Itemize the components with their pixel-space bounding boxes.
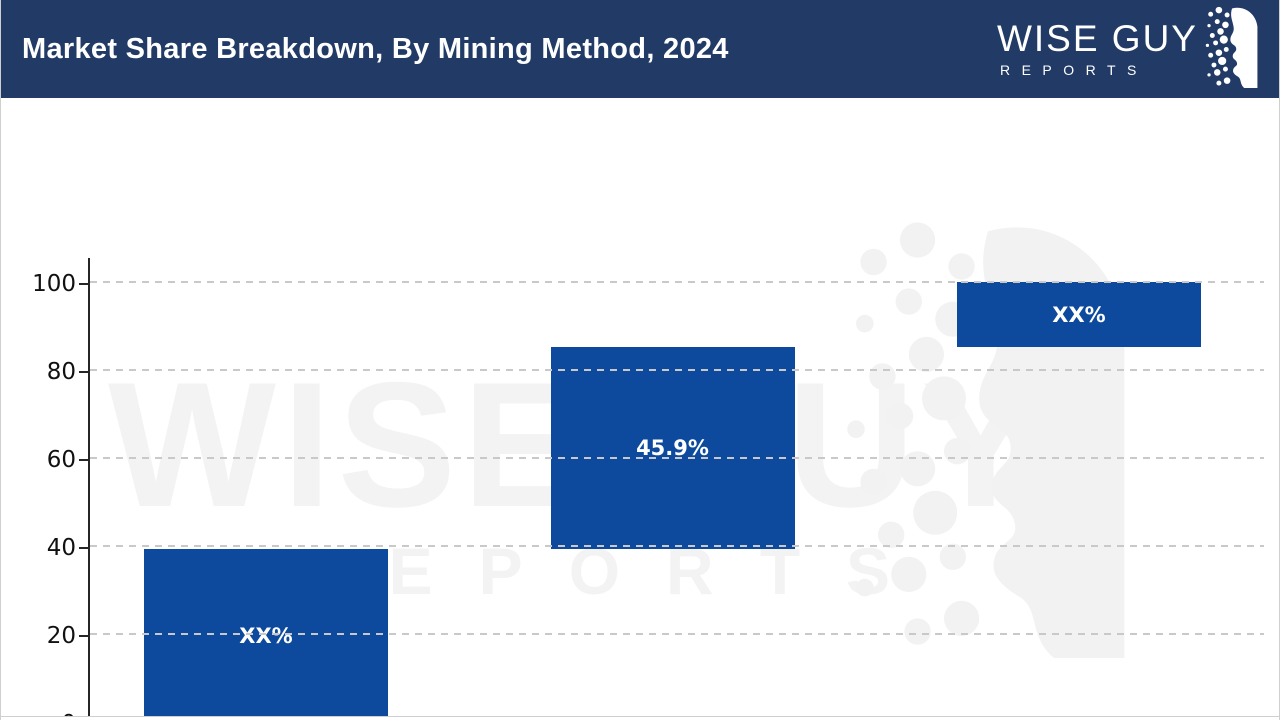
brand-sub: REPORTS [999,62,1148,78]
brand-text: WISE GUY REPORTS [997,20,1198,78]
brand-face-icon [1200,6,1264,93]
gridline-20 [90,633,1264,635]
y-tick-mark-80 [79,371,88,373]
y-tick-mark-100 [79,283,88,285]
y-tick-label-40: 40 [46,535,76,561]
y-tick-mark-20 [79,635,88,637]
gridline-40 [90,545,1264,547]
gridline-80 [90,369,1264,371]
y-tick-label-20: 20 [46,623,76,649]
y-tick-label-80: 80 [46,359,76,385]
app-header: Market Share Breakdown, By Mining Method… [0,0,1280,98]
brand-logo: WISE GUY REPORTS [997,6,1264,93]
page-title: Market Share Breakdown, By Mining Method… [22,32,729,65]
bar-value-label-2: 45.9% [636,436,709,461]
frame-border-bottom [0,716,1280,717]
y-tick-mark-40 [79,547,88,549]
bar-value-label-1: XX% [239,623,293,648]
bar-3: XX% [957,282,1201,348]
gridline-60 [90,457,1264,459]
y-tick-label-100: 100 [32,271,76,297]
y-tick-label-0: 0 [0,711,76,716]
gridline-100 [90,281,1264,283]
bar-2: 45.9% [550,347,795,550]
frame-border-left [0,0,1,720]
chart-canvas: WISE GUY REPORTS XX%45.9%XX% 02040608010… [0,98,1280,716]
bar-1: XX% [144,549,388,716]
plot-area: XX% 45.9% XX% [88,258,1264,716]
y-tick-label-60: 60 [46,447,76,473]
brand-name: WISE GUY [996,18,1198,59]
bar-value-label-3: XX% [1052,302,1106,327]
y-tick-mark-60 [79,459,88,461]
